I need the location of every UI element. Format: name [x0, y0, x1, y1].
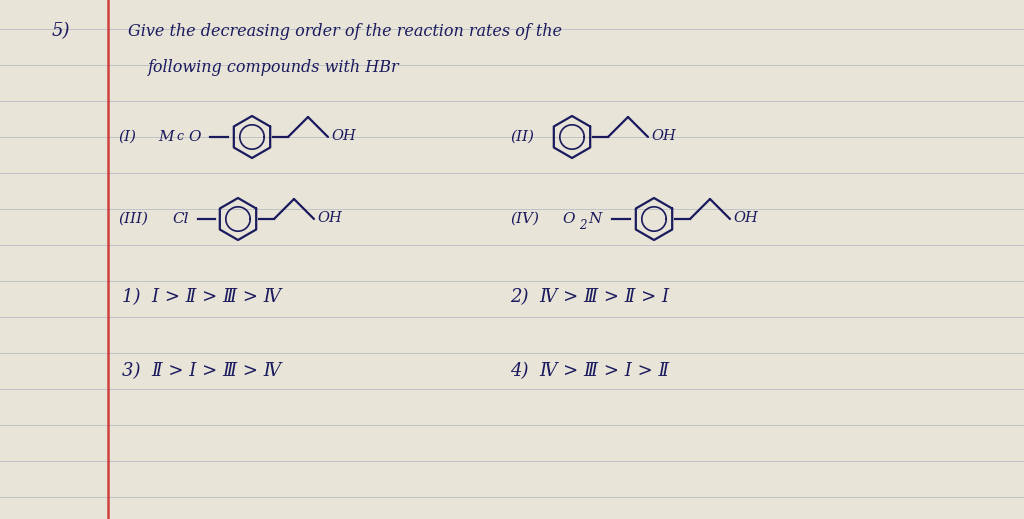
Text: Give the decreasing order of the reaction rates of the: Give the decreasing order of the reactio…: [128, 22, 562, 39]
Text: O: O: [188, 130, 201, 144]
Text: following compounds with HBr: following compounds with HBr: [148, 59, 399, 75]
Text: Cl: Cl: [172, 212, 188, 226]
Text: 4)  Ⅳ > Ⅲ > Ⅰ > Ⅱ: 4) Ⅳ > Ⅲ > Ⅰ > Ⅱ: [510, 362, 669, 380]
Text: M: M: [158, 130, 174, 144]
Text: 1)  Ⅰ > Ⅱ > Ⅲ > Ⅳ: 1) Ⅰ > Ⅱ > Ⅲ > Ⅳ: [122, 288, 282, 306]
Text: 2)  Ⅳ > Ⅲ > Ⅱ > Ⅰ: 2) Ⅳ > Ⅲ > Ⅱ > Ⅰ: [510, 288, 669, 306]
Text: O: O: [562, 212, 574, 226]
Text: OH: OH: [733, 211, 758, 225]
Text: OH: OH: [331, 129, 355, 143]
Text: 2: 2: [579, 218, 587, 231]
Text: N: N: [588, 212, 601, 226]
Text: (I): (I): [118, 130, 136, 144]
Text: OH: OH: [651, 129, 676, 143]
Text: 5): 5): [52, 22, 71, 40]
Text: c: c: [176, 130, 183, 143]
Text: OH: OH: [317, 211, 342, 225]
Text: (II): (II): [510, 130, 534, 144]
Text: 3)  Ⅱ > Ⅰ > Ⅲ > Ⅳ: 3) Ⅱ > Ⅰ > Ⅲ > Ⅳ: [122, 362, 282, 380]
Text: (III): (III): [118, 212, 148, 226]
Text: (IV): (IV): [510, 212, 539, 226]
